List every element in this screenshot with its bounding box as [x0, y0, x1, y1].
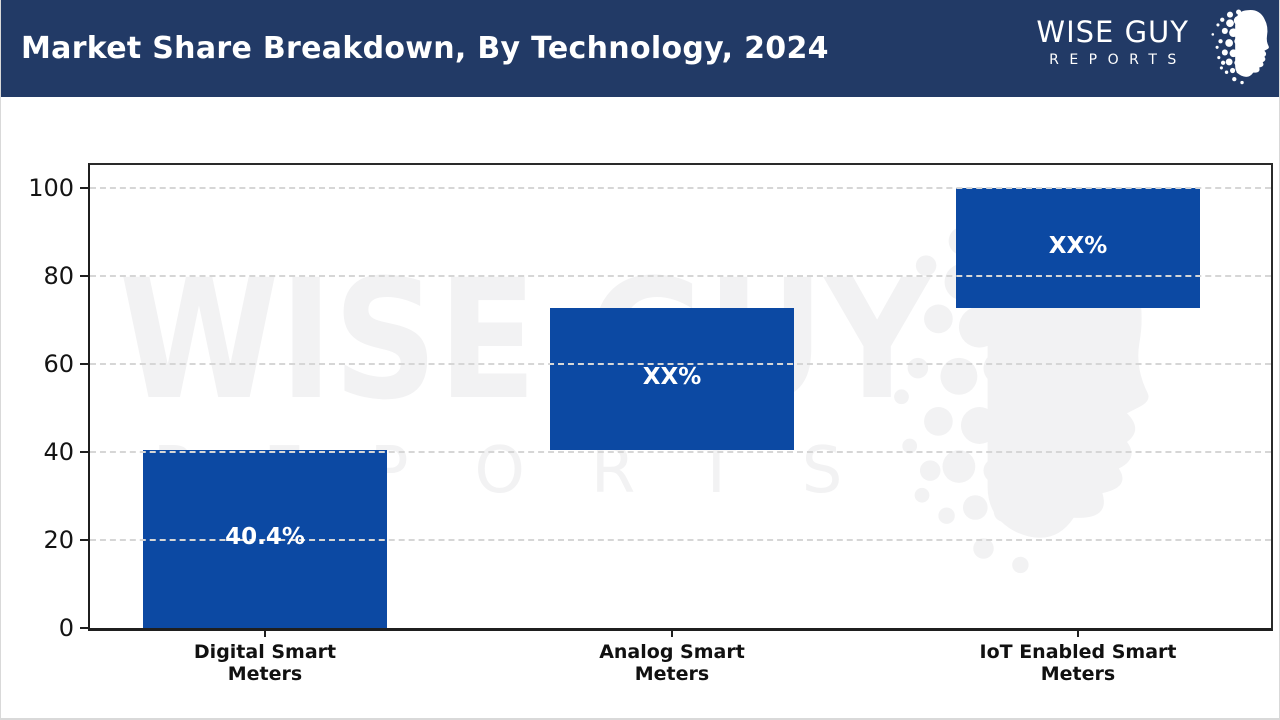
x-category-label: Digital Smart Meters	[95, 641, 435, 685]
category-line2: Meters	[1040, 663, 1116, 685]
x-tick-mark-2	[1077, 628, 1079, 637]
y-tick-mark-0	[80, 627, 90, 629]
category-line2: Meters	[634, 663, 710, 685]
dotted-face-icon	[1211, 9, 1269, 85]
axis-spines	[88, 163, 1273, 631]
logo-wiseguy-label: WISE GUY	[1036, 15, 1189, 49]
x-tick-mark-0	[264, 628, 266, 637]
y-tick-label: 40	[43, 438, 74, 466]
logo-reports-label: REPORTS	[1049, 52, 1187, 68]
logo-text: WISE GUY REPORTS	[1036, 15, 1189, 69]
category-line1: Digital Smart	[193, 641, 337, 663]
category-line1: IoT Enabled Smart	[979, 641, 1177, 663]
gridline-60	[90, 363, 1271, 365]
y-tick-label: 80	[43, 262, 74, 290]
x-category-label: IoT Enabled Smart Meters	[908, 641, 1248, 685]
x-tick-mark-1	[671, 628, 673, 637]
gridline-40	[90, 451, 1271, 453]
y-tick-mark-40	[80, 451, 90, 453]
y-tick-mark-60	[80, 363, 90, 365]
y-tick-mark-80	[80, 275, 90, 277]
x-category-label: Analog Smart Meters	[502, 641, 842, 685]
bar-value-label: 40.4%	[225, 524, 305, 551]
y-tick-mark-100	[80, 187, 90, 189]
y-tick-label: 20	[43, 526, 74, 554]
y-tick-label: 100	[28, 174, 74, 202]
bar-value-label: XX%	[642, 364, 702, 391]
gridline-20	[90, 539, 1271, 541]
gridline-100	[90, 187, 1271, 189]
y-tick-mark-20	[80, 539, 90, 541]
page-title: Market Share Breakdown, By Technology, 2…	[21, 31, 829, 66]
header-bar: Market Share Breakdown, By Technology, 2…	[1, 0, 1279, 97]
category-line2: Meters	[227, 663, 303, 685]
gridline-80	[90, 275, 1271, 277]
bar-value-label: XX%	[1048, 233, 1108, 260]
wise-guy-reports-logo: WISE GUY REPORTS	[1019, 2, 1275, 95]
category-line1: Analog Smart	[599, 641, 745, 663]
y-tick-label: 0	[58, 614, 74, 642]
bar-segment-1	[550, 308, 794, 451]
y-tick-label: 60	[43, 350, 74, 378]
